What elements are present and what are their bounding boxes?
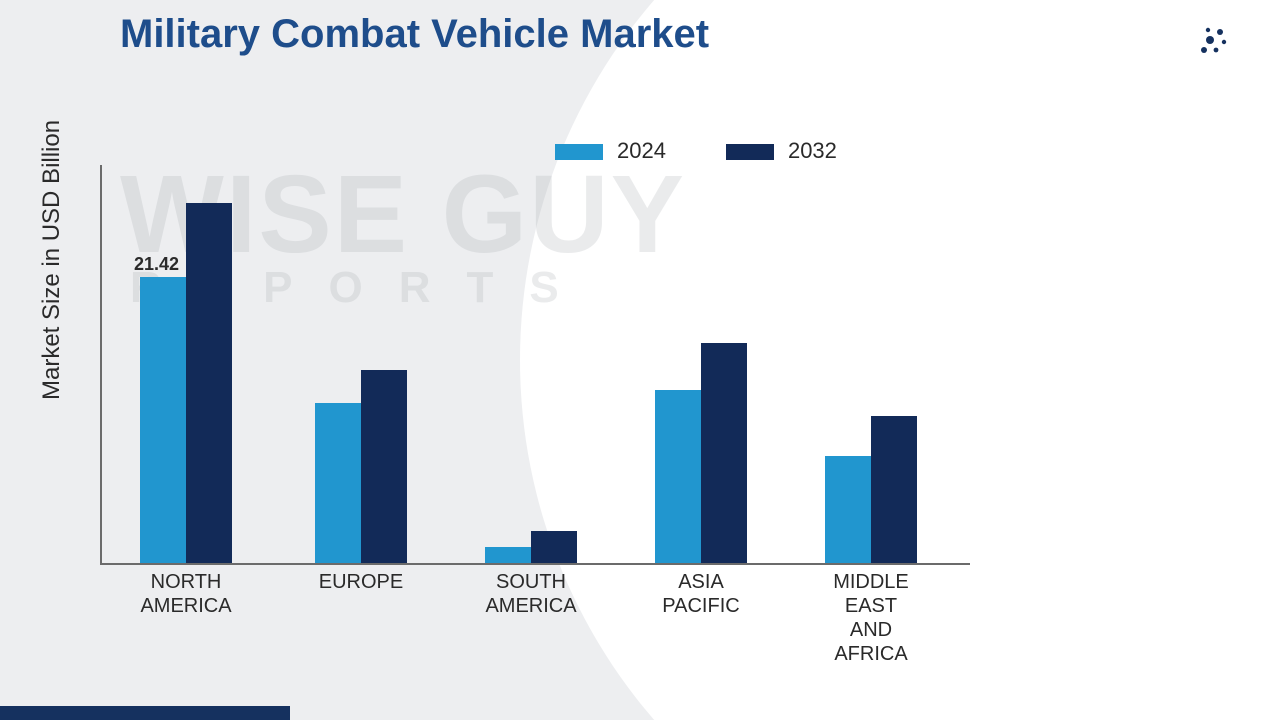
category-label: NORTHAMERICA <box>101 570 271 618</box>
bar <box>655 390 701 563</box>
bar <box>825 456 871 563</box>
category-label: MIDDLEEASTANDAFRICA <box>786 570 956 666</box>
bar <box>701 343 747 563</box>
bottom-bar <box>0 706 290 720</box>
bar <box>871 416 917 563</box>
y-axis <box>100 165 102 565</box>
bar <box>186 203 232 563</box>
x-axis <box>100 563 970 565</box>
category-label: SOUTHAMERICA <box>446 570 616 618</box>
category-label: EUROPE <box>276 570 446 594</box>
y-axis-label: Market Size in USD Billion <box>38 120 66 400</box>
bar <box>361 370 407 563</box>
brand-logo: WISE GUY REPORTS <box>1072 22 1250 73</box>
bar <box>485 547 531 563</box>
data-label: 21.42 <box>134 254 179 275</box>
bar <box>140 277 186 563</box>
legend-label-2032: 2032 <box>788 138 837 163</box>
head-icon <box>1190 16 1260 82</box>
chart-title: Military Combat Vehicle Market <box>120 12 709 57</box>
page: WISE GUY REPORTS Military Combat Vehicle… <box>0 0 1280 720</box>
legend-swatch-2032 <box>726 144 774 160</box>
legend-item-2024: 2024 <box>555 138 666 164</box>
bar <box>531 531 577 563</box>
legend: 2024 2032 <box>555 138 837 164</box>
chart-area: 21.42 <box>100 165 970 565</box>
legend-swatch-2024 <box>555 144 603 160</box>
category-label: ASIAPACIFIC <box>616 570 786 618</box>
legend-label-2024: 2024 <box>617 138 666 163</box>
bar <box>315 403 361 563</box>
legend-item-2032: 2032 <box>726 138 837 164</box>
